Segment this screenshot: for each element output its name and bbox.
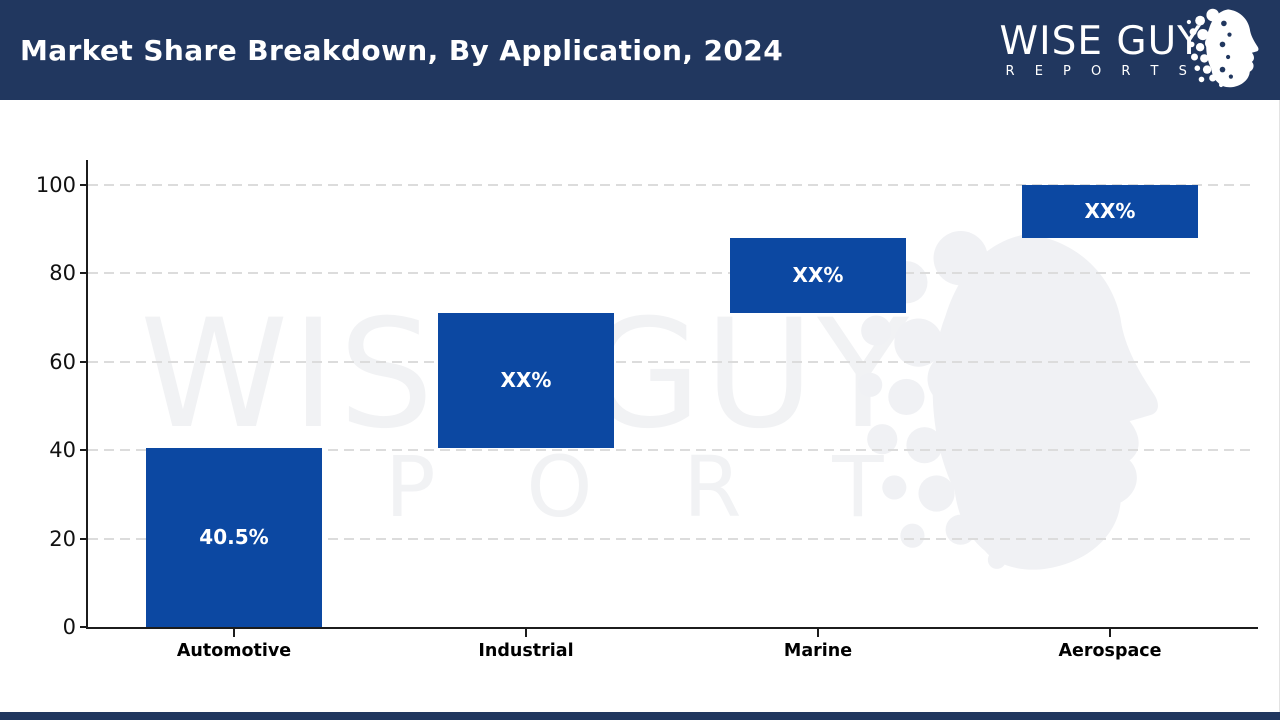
category-label-aerospace: Aerospace xyxy=(1058,641,1162,661)
y-tick-80 xyxy=(80,272,88,275)
bar-value-label-marine: XX% xyxy=(792,262,844,287)
category-label-marine: Marine xyxy=(783,641,853,661)
y-tick-label-0: 0 xyxy=(62,615,76,639)
gridline-80 xyxy=(88,272,1252,275)
logo-wordmark: WISE GUY xyxy=(999,18,1202,64)
bar-value-label-automotive: 40.5% xyxy=(199,524,269,549)
y-tick-20 xyxy=(80,537,88,540)
bar-aerospace xyxy=(1022,185,1198,239)
x-tick-industrial xyxy=(525,629,527,637)
logo-subtitle: R E P O R T S xyxy=(1005,63,1195,79)
bar-marine xyxy=(730,238,906,314)
gridline-20 xyxy=(88,537,1252,540)
y-tick-100 xyxy=(80,184,88,187)
x-tick-aerospace xyxy=(1109,629,1111,637)
bar-value-label-industrial: XX% xyxy=(500,367,552,392)
category-label-automotive: Automotive xyxy=(176,641,292,661)
y-axis xyxy=(86,160,88,629)
x-tick-automotive xyxy=(233,629,235,637)
logo-head-icon xyxy=(1186,8,1259,88)
chart-area: WISE GUY P O R T S 0 20 40 60 80 100 40.5% Auto… xyxy=(0,100,1280,712)
y-tick-40 xyxy=(80,449,88,452)
wise-guy-reports-logo: WISE GUY R E P O R T S xyxy=(1000,0,1266,100)
y-tick-label-100: 100 xyxy=(35,173,76,198)
y-tick-label-80: 80 xyxy=(49,261,76,286)
bar-industrial xyxy=(438,313,614,448)
page-title: Market Share Breakdown, By Application, … xyxy=(20,33,784,67)
gridline-100 xyxy=(88,184,1252,187)
y-tick-label-20: 20 xyxy=(49,526,76,551)
gridline-60 xyxy=(88,360,1252,363)
header-bar: Market Share Breakdown, By Application, … xyxy=(0,0,1280,100)
bar-value-label-aerospace: XX% xyxy=(1084,198,1136,223)
y-tick-0 xyxy=(80,626,88,628)
bar-automotive xyxy=(146,448,322,627)
gridline-40 xyxy=(88,449,1252,452)
x-tick-marine xyxy=(817,629,819,637)
logo-text: WISE GUY R E P O R T S xyxy=(999,18,1202,79)
y-tick-label-60: 60 xyxy=(49,349,76,374)
footer-bar xyxy=(0,712,1280,720)
category-label-industrial: Industrial xyxy=(478,641,574,661)
y-tick-label-40: 40 xyxy=(49,438,76,463)
x-axis xyxy=(86,627,1258,629)
y-tick-60 xyxy=(80,360,88,363)
